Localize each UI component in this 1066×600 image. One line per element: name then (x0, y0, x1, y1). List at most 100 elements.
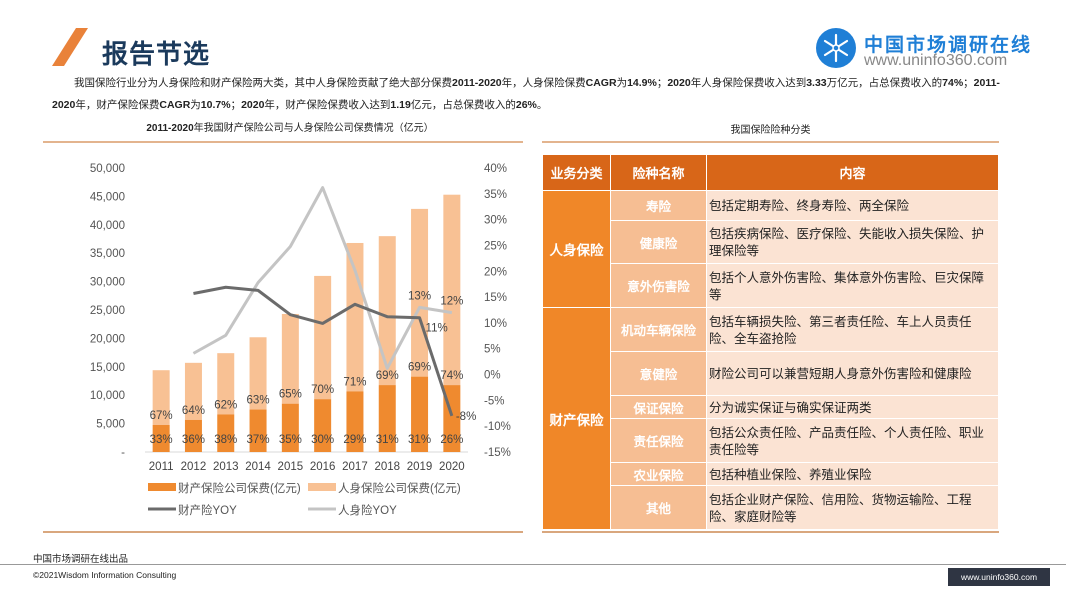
bar-life-premium (281, 313, 299, 404)
y2-tick-label: 25% (484, 240, 507, 252)
y2-tick-label: -15% (484, 447, 511, 459)
insurance-name: 寿险 (610, 190, 707, 221)
table-row: 其他 包括企业财产保险、信用险、货物运输险、工程险、家庭财险等 (543, 485, 999, 530)
y2-tick-label: 10% (484, 318, 507, 330)
table-row: 健康险 包括疾病保险、医疗保险、失能收入损失保险、护理保险等 (543, 220, 999, 264)
line-data-label: 11% (426, 323, 448, 335)
bar-life-premium (249, 337, 267, 410)
chart-bottom-rule (43, 531, 523, 533)
line-data-label: 13% (408, 290, 431, 302)
insurance-name: 健康险 (610, 220, 707, 264)
data-label-life-share: 64% (182, 405, 205, 417)
brand-logo[interactable]: 中国市场调研在线 www.uninfo360.com (816, 28, 1046, 72)
data-label-life-share: 62% (214, 399, 237, 411)
table-row: 农业保险 包括种植业保险、养殖业保险 (543, 462, 999, 486)
header-content: 内容 (706, 154, 999, 191)
data-label-property-share: 36% (182, 434, 205, 446)
bar-property-premium (249, 409, 267, 452)
insurance-name: 保证保险 (610, 395, 707, 419)
intro-text: 。 (536, 99, 548, 111)
x-tick-label: 2020 (439, 461, 465, 473)
insurance-name: 责任保险 (610, 418, 707, 463)
data-label-life-share: 67% (150, 410, 173, 422)
intro-highlight: 26% (515, 99, 537, 111)
y-tick-label: 10,000 (90, 390, 125, 402)
intro-highlight: CAGR (585, 77, 617, 89)
y-tick-label: 5,000 (96, 419, 125, 431)
intro-highlight: 2020 (241, 99, 265, 111)
insurance-name: 意健险 (610, 351, 707, 396)
insurance-name: 农业保险 (610, 462, 707, 486)
intro-text: 为 (190, 99, 201, 111)
y2-tick-label: -5% (484, 395, 504, 407)
bar-life-premium (378, 236, 396, 386)
y-tick-label: 35,000 (90, 248, 125, 260)
intro-text: 亿元，占总保费收入的 (410, 99, 516, 111)
logo-emblem-icon (816, 28, 856, 68)
bar-property-premium (346, 391, 364, 452)
y2-tick-label: 40% (484, 163, 507, 175)
bar-life-premium (184, 362, 202, 420)
y-tick-label: 40,000 (90, 220, 125, 232)
table-bottom-rule (542, 531, 999, 533)
category-life-insurance: 人身保险 (542, 190, 611, 308)
data-label-life-share: 71% (343, 376, 366, 388)
intro-highlight: 14.9% (627, 77, 657, 89)
x-tick-label: 2018 (374, 461, 400, 473)
insurance-type-table: 业务分类 险种名称 内容 人身保险 寿险 包括定期寿险、终身寿险、两全保险 健康… (542, 154, 999, 530)
data-label-life-share: 70% (311, 384, 334, 396)
logo-url: www.uninfo360.com (864, 52, 1008, 69)
intro-paragraph: 我国保险行业分为人身保险和财产保险两大类，其中人身保险贡献了绝大部分保费2011… (52, 72, 1022, 116)
logo-name: 中国市场调研在线 (864, 34, 1033, 56)
x-tick-label: 2015 (278, 461, 304, 473)
data-label-life-share: 63% (247, 395, 270, 407)
insurance-name: 机动车辆保险 (610, 307, 707, 352)
y2-tick-label: 30% (484, 215, 507, 227)
bar-property-premium (152, 425, 170, 452)
data-label-property-share: 31% (408, 434, 431, 446)
bar-life-premium (346, 242, 364, 392)
intro-highlight: 74% (942, 77, 964, 89)
footer-url-link[interactable]: www.uninfo360.com (948, 568, 1050, 586)
insurance-desc: 包括定期寿险、终身寿险、两全保险 (706, 190, 999, 221)
bar-life-premium (314, 275, 332, 400)
chart-title-years: 2011-2020 (146, 123, 194, 134)
legend-swatch (308, 483, 336, 491)
y-tick-label: 45,000 (90, 191, 125, 203)
x-tick-label: 2014 (245, 461, 271, 473)
intro-highlight: CAGR (159, 99, 191, 111)
data-label-property-share: 38% (214, 434, 237, 446)
bar-life-premium (152, 370, 170, 426)
data-label-property-share: 26% (440, 434, 463, 446)
table-row: 意健险 财险公司可以兼营短期人身意外伤害险和健康险 (543, 351, 999, 396)
insurance-desc: 包括个人意外伤害险、集体意外伤害险、巨灾保障等 (706, 263, 999, 308)
y2-tick-label: 35% (484, 189, 507, 201)
y2-tick-label: 15% (484, 292, 507, 304)
insurance-desc: 包括种植业保险、养殖业保险 (706, 462, 999, 486)
y-tick-label: - (121, 447, 125, 459)
y-tick-label: 15,000 (90, 362, 125, 374)
bar-property-premium (314, 399, 332, 452)
bar-life-premium (443, 194, 461, 386)
insurance-name: 其他 (610, 485, 707, 530)
insurance-desc: 包括企业财产保险、信用险、货物运输险、工程险、家庭财险等 (706, 485, 999, 530)
table-row: 财产保险 机动车辆保险 包括车辆损失险、第三者责任险、车上人员责任险、全车盗抢险 (542, 307, 999, 530)
data-label-property-share: 35% (279, 434, 302, 446)
accent-slash-icon (52, 28, 88, 66)
insurance-desc: 包括公众责任险、产品责任险、个人责任险、职业责任险等 (706, 418, 999, 463)
intro-text: ； (963, 77, 974, 89)
intro-text: 年人身保险保费收入达到 (690, 77, 807, 89)
intro-highlight: 2011-2020 (52, 77, 1000, 111)
table-header-row: 业务分类 险种名称 内容 (542, 154, 999, 191)
insurance-desc: 包括疾病保险、医疗保险、失能收入损失保险、护理保险等 (706, 220, 999, 264)
bar-property-premium (184, 419, 202, 452)
intro-text: 年，人身保险保费 (501, 77, 586, 89)
legend-label: 人身保险公司保费(亿元) (338, 481, 461, 495)
header-insurance-name: 险种名称 (610, 154, 707, 191)
intro-text: 年，财产保险保费 (75, 99, 160, 111)
chart-title-text: 年我国财产保险公司与人身保险公司保费情况（亿元） (193, 123, 434, 134)
premium-chart: - 5,000 10,000 15,000 20,000 25,000 30,000 35,0… (90, 163, 511, 517)
chart-title-rule (43, 141, 523, 143)
category-property-insurance: 财产保险 (542, 307, 611, 530)
intro-text: 万亿元，占总保费收入的 (826, 77, 943, 89)
